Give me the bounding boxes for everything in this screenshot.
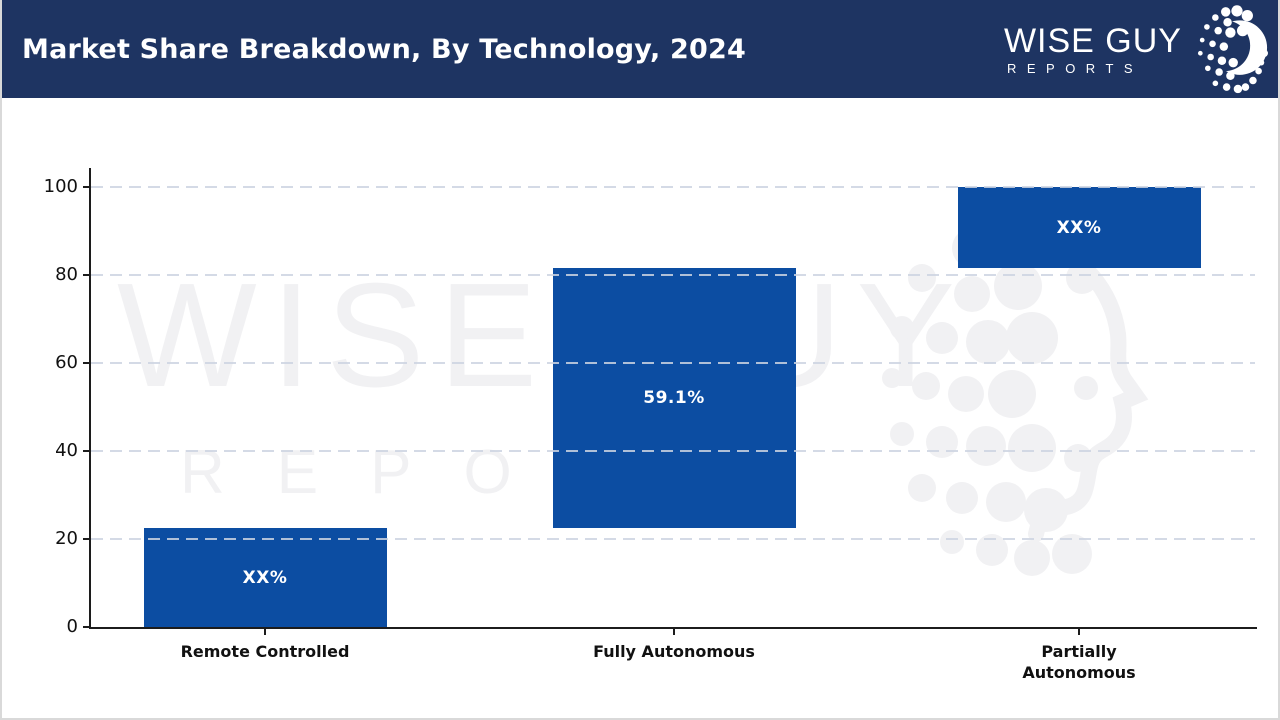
gridline-60	[91, 362, 1255, 364]
y-tick-label: 40	[55, 440, 78, 461]
bar-2: 59.1%	[552, 268, 796, 529]
x-tickmark-2	[673, 629, 675, 635]
x-axis	[89, 627, 1257, 629]
y-tick-label: 0	[66, 616, 78, 637]
category-label: Partially Autonomous	[949, 641, 1209, 683]
brand-name-line2: REPORTS	[1006, 60, 1144, 76]
x-tickmark-1	[264, 629, 266, 635]
y-tick-label: 80	[55, 264, 78, 285]
category-label: Fully Autonomous	[544, 641, 804, 662]
y-axis	[89, 168, 91, 629]
category-label: Remote Controlled	[135, 641, 395, 662]
y-tickmark-60	[83, 362, 89, 364]
page-title: Market Share Breakdown, By Technology, 2…	[22, 33, 747, 65]
y-tick-label: 100	[43, 176, 78, 197]
header: Market Share Breakdown, By Technology, 2…	[2, 0, 1278, 98]
brand-name: WISE GUY REPORTS	[1004, 24, 1182, 75]
category-label-line: Partially	[1041, 642, 1117, 661]
category-label-line: Autonomous	[1022, 663, 1136, 682]
bar-value-label: XX%	[1056, 217, 1102, 238]
brand-logo: WISE GUY REPORTS	[1004, 4, 1278, 94]
y-tick-label: 20	[55, 528, 78, 549]
y-tickmark-20	[83, 538, 89, 540]
x-tickmark-3	[1078, 629, 1080, 635]
y-tickmark-80	[83, 274, 89, 276]
watermark-text-line1: WISE GUY	[117, 253, 970, 418]
y-tick-label: 60	[55, 352, 78, 373]
bar-value-label: 59.1%	[643, 388, 705, 409]
category-label-line: Remote Controlled	[180, 642, 350, 661]
gridline-100	[91, 186, 1255, 188]
wiseguy-head-icon	[1197, 5, 1268, 94]
gridline-20	[91, 538, 1255, 540]
bar-3: XX%	[957, 187, 1201, 269]
gridline-40	[91, 450, 1255, 452]
gridline-80	[91, 274, 1255, 276]
y-tickmark-0	[83, 626, 89, 628]
bar-value-label: XX%	[242, 567, 288, 588]
brand-name-line1: WISE GUY	[1003, 21, 1182, 60]
bar-1: XX%	[143, 528, 387, 627]
y-tickmark-100	[83, 186, 89, 188]
y-tickmark-40	[83, 450, 89, 452]
category-label-line: Fully Autonomous	[593, 642, 755, 661]
